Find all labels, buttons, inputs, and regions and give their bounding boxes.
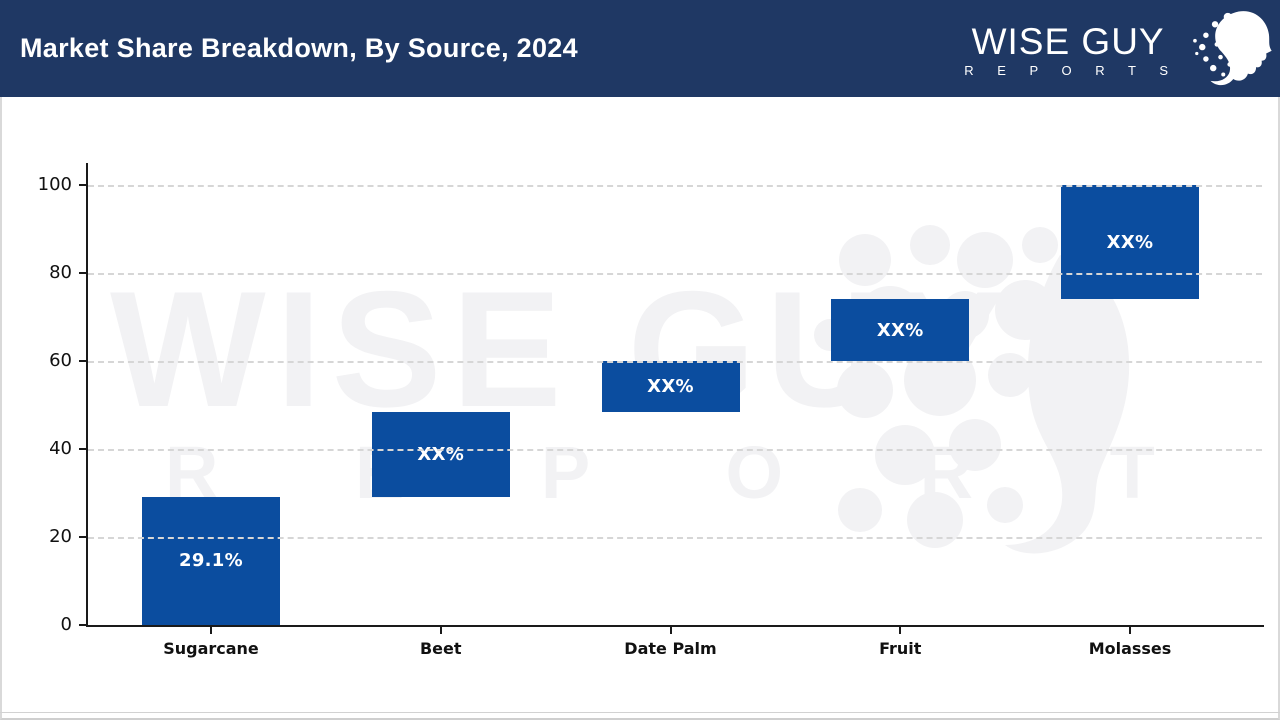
x-tick-label: Date Palm [624,639,717,658]
gridline-100 [88,185,1262,187]
y-tick-label: 20 [49,526,72,547]
x-tick-mark [210,627,212,634]
y-tick-mark [79,360,86,362]
header-bar: Market Share Breakdown, By Source, 2024 … [0,0,1280,97]
bar-molasses: XX% [1061,185,1199,300]
chart-area: 29.1% XX% XX% XX% XX% 0 20 40 60 80 100 Sugarcane… [0,97,1280,720]
y-tick-label: 80 [49,262,72,283]
wiseguy-logo: WISE GUY R E P O R T S [958,6,1272,94]
bar-date-palm: XX% [601,361,740,413]
y-tick-label: 0 [60,614,72,635]
bar-fruit: XX% [831,299,970,362]
wiseguy-logo-text: WISE GUY R E P O R T S [958,21,1178,79]
x-tick-label: Fruit [879,639,922,658]
x-tick-mark [1129,627,1131,634]
bar-value-label: XX% [1106,231,1154,253]
bar-value-label: XX% [417,443,465,465]
x-tick-mark [439,627,442,634]
bar-value-label: 29.1% [179,550,243,572]
gridline-40 [88,449,1262,451]
logo-wordmark: WISE GUY [971,21,1165,62]
y-tick-mark [79,536,86,538]
y-tick-label: 40 [49,438,72,459]
bar-value-label: XX% [647,376,694,398]
bottom-divider [0,712,1280,713]
x-tick-mark [899,627,902,634]
x-axis-line [86,625,1264,627]
bar-sugarcane: 29.1% [142,496,280,625]
gridline-20 [88,537,1262,539]
x-tick-label: Sugarcane [163,639,259,658]
x-tick-label: Beet [419,639,462,658]
wiseguy-face-icon [1180,6,1272,94]
x-tick-label: Molasses [1088,639,1172,658]
gridline-80 [88,273,1262,275]
bar-value-label: XX% [876,319,924,341]
logo-subtitle: R E P O R T S [964,63,1178,78]
bar-beet: XX% [371,412,510,497]
y-tick-label: 100 [37,174,72,195]
y-tick-mark [79,448,86,450]
y-tick-mark [79,184,86,186]
y-tick-mark [79,272,86,274]
y-tick-label: 60 [49,350,72,371]
gridline-60 [88,361,1262,363]
y-axis-line [86,163,88,625]
x-tick-mark [669,627,672,634]
page-title: Market Share Breakdown, By Source, 2024 [20,33,578,63]
y-tick-mark [79,624,86,626]
